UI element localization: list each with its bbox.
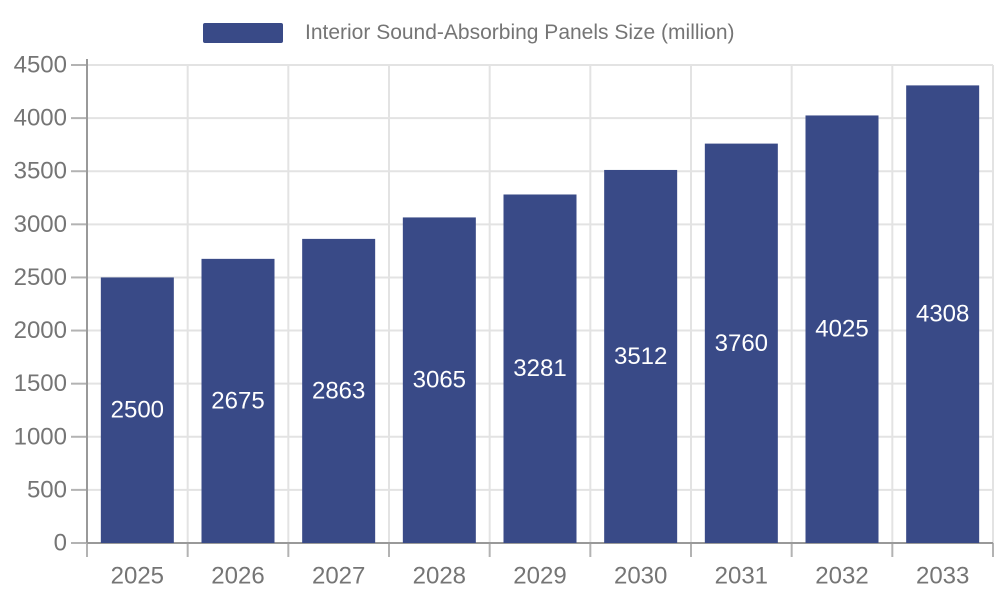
y-axis-label: 2500 [14, 264, 67, 291]
x-axis-label: 2029 [513, 563, 566, 590]
bar-2031[interactable] [704, 143, 778, 544]
x-axis-label: 2030 [614, 563, 667, 590]
legend-swatch [203, 23, 283, 43]
bar-2033[interactable] [906, 85, 980, 544]
y-axis-label: 3500 [14, 158, 67, 185]
y-axis-label: 3000 [14, 211, 67, 238]
bar-2027[interactable] [302, 238, 376, 543]
y-axis-label: 4000 [14, 105, 67, 132]
legend-label: Interior Sound-Absorbing Panels Size (mi… [305, 21, 735, 44]
x-axis-label: 2028 [413, 563, 466, 590]
bar-value-label: 3760 [715, 330, 768, 357]
bar-value-label: 3281 [513, 355, 566, 382]
y-axis-label: 1500 [14, 370, 67, 397]
x-axis-label: 2033 [916, 563, 969, 590]
bar-2030[interactable] [604, 169, 678, 543]
bar-2025[interactable] [100, 277, 174, 543]
bar-value-label: 3512 [614, 343, 667, 370]
bar-2026[interactable] [201, 258, 275, 543]
x-axis-label: 2031 [715, 563, 768, 590]
legend-item[interactable]: Interior Sound-Absorbing Panels Size (mi… [203, 21, 735, 45]
y-axis-label: 1000 [14, 423, 67, 450]
bar-value-label: 3065 [413, 367, 466, 394]
bar-value-label: 4025 [815, 316, 868, 343]
bar-value-label: 2500 [111, 397, 164, 424]
y-axis-label: 0 [54, 530, 67, 557]
bar-2028[interactable] [402, 217, 476, 543]
x-axis-label: 2032 [815, 563, 868, 590]
y-axis-label: 2000 [14, 317, 67, 344]
y-axis-label: 500 [27, 476, 67, 503]
y-axis-label: 4500 [14, 52, 67, 79]
x-axis-label: 2026 [211, 563, 264, 590]
x-axis-label: 2025 [111, 563, 164, 590]
bar-value-label: 4308 [916, 301, 969, 328]
bar-2029[interactable] [503, 194, 577, 543]
bar-value-label: 2675 [211, 387, 264, 414]
x-axis-label: 2027 [312, 563, 365, 590]
bar-2032[interactable] [805, 115, 879, 543]
bar-value-label: 2863 [312, 377, 365, 404]
